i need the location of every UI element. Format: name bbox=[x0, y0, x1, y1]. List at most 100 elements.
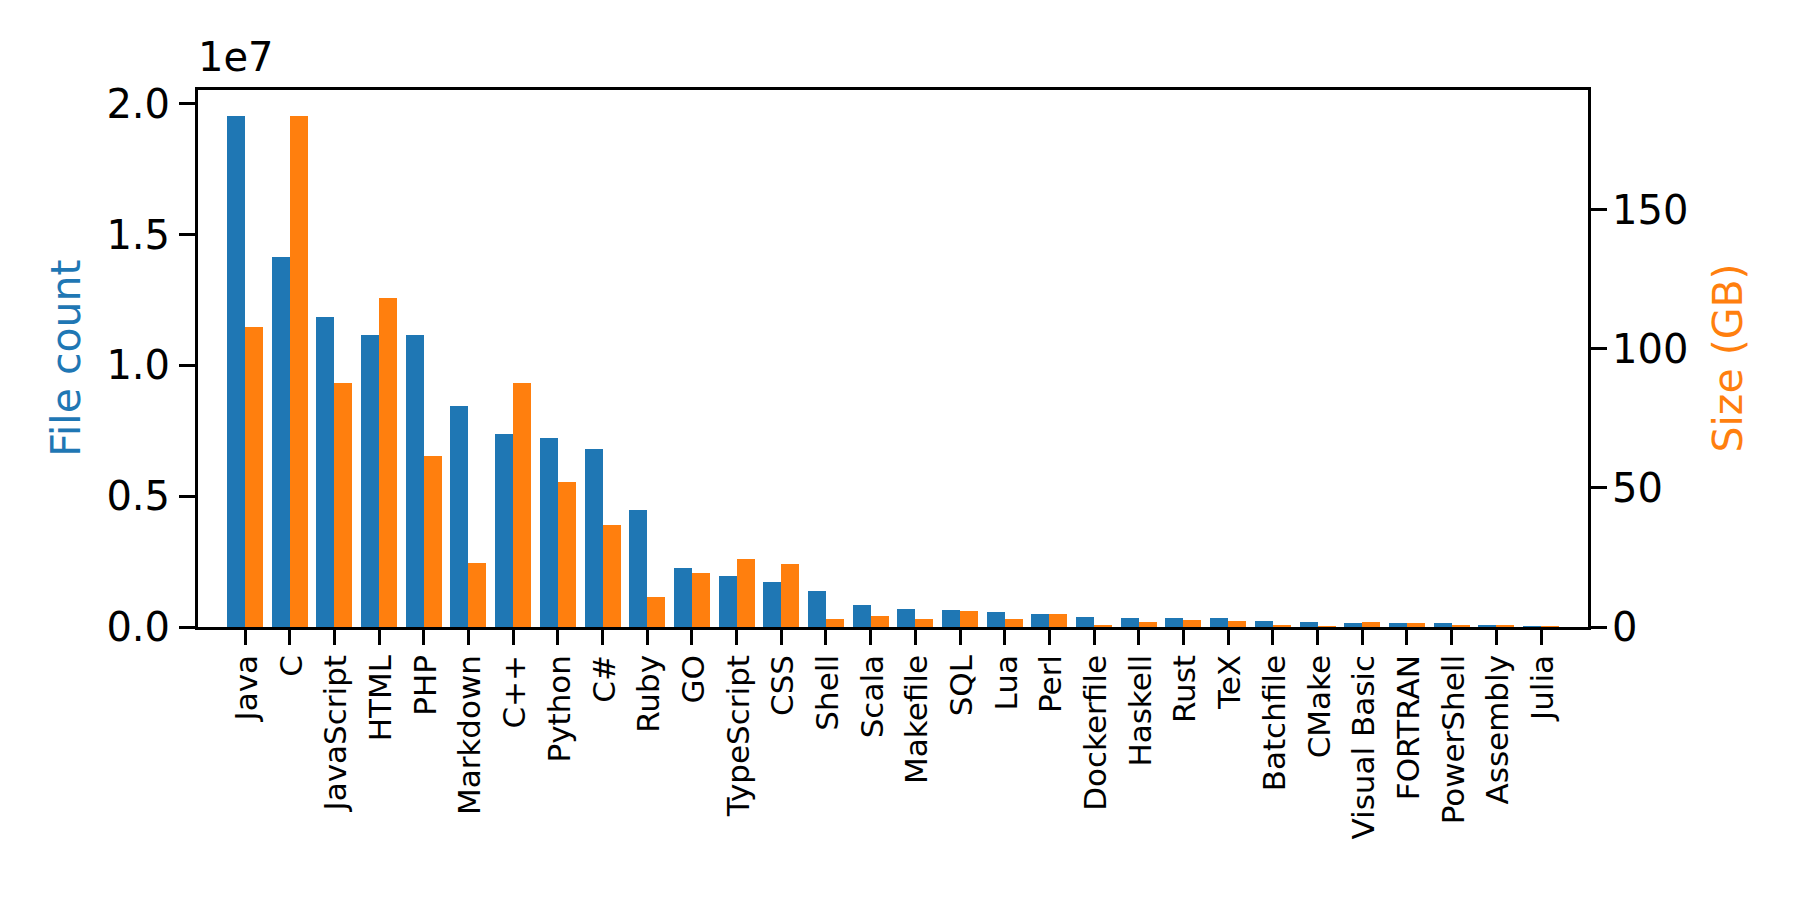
x-axis-tick bbox=[1048, 630, 1051, 645]
bar-size-gb-perl bbox=[1049, 614, 1067, 627]
bar-size-gb-markdown bbox=[468, 563, 486, 627]
left-axis-tick-label: 2.0 bbox=[40, 80, 170, 128]
bar-size-gb-haskell bbox=[1139, 622, 1157, 627]
x-axis-tick-label-shell: Shell bbox=[811, 655, 843, 731]
x-axis-tick bbox=[422, 630, 425, 645]
left-axis-tick bbox=[179, 495, 195, 498]
x-axis-tick-label-python: Python bbox=[543, 655, 575, 762]
x-axis-tick bbox=[690, 630, 693, 645]
left-axis-offset-text: 1e7 bbox=[198, 36, 274, 78]
bar-size-gb-java bbox=[245, 327, 263, 627]
bar-size-gb-rust bbox=[1183, 620, 1201, 628]
bar-file-count-haskell bbox=[1121, 618, 1139, 627]
right-axis-tick bbox=[1591, 626, 1607, 629]
bar-file-count-powershell bbox=[1434, 623, 1452, 627]
bar-file-count-visual-basic bbox=[1344, 623, 1362, 627]
x-axis-tick bbox=[244, 630, 247, 645]
chart-figure: 1e7 File count Size (GB) 0.00.51.01.52.0… bbox=[0, 0, 1800, 900]
x-axis-tick bbox=[1271, 630, 1274, 645]
bar-file-count-css bbox=[763, 582, 781, 627]
bar-size-gb-python bbox=[558, 482, 576, 627]
x-axis-tick bbox=[735, 630, 738, 645]
left-axis-tick-label: 1.0 bbox=[40, 341, 170, 389]
x-axis-tick-label-cmake: CMake bbox=[1303, 655, 1335, 758]
x-axis-tick bbox=[556, 630, 559, 645]
bar-size-gb-sql bbox=[960, 611, 978, 627]
bar-size-gb-c bbox=[513, 383, 531, 627]
left-axis-tick-label: 0.5 bbox=[40, 472, 170, 520]
bar-size-gb-c bbox=[603, 525, 621, 628]
plot-area bbox=[195, 87, 1591, 630]
x-axis-tick-label-julia: Julia bbox=[1526, 655, 1558, 720]
right-axis-tick-label: 0 bbox=[1612, 603, 1772, 651]
right-axis-tick-label: 50 bbox=[1612, 464, 1772, 512]
x-axis-tick-label-typescript: TypeScript bbox=[722, 655, 754, 816]
bar-file-count-html bbox=[361, 335, 379, 628]
x-axis-tick-label-html: HTML bbox=[364, 655, 396, 741]
bar-file-count-cmake bbox=[1300, 622, 1318, 627]
bar-file-count-sql bbox=[942, 610, 960, 627]
x-axis-tick-label-go: GO bbox=[677, 655, 709, 703]
bar-size-gb-julia bbox=[1541, 626, 1559, 627]
bar-file-count-tex bbox=[1210, 618, 1228, 627]
bar-file-count-shell bbox=[808, 591, 826, 627]
bar-file-count-c bbox=[585, 449, 603, 627]
left-axis-tick-label: 0.0 bbox=[40, 603, 170, 651]
x-axis-tick bbox=[1361, 630, 1364, 645]
bar-size-gb-powershell bbox=[1452, 625, 1470, 627]
bar-file-count-rust bbox=[1165, 618, 1183, 627]
x-axis-tick bbox=[1540, 630, 1543, 645]
bar-file-count-typescript bbox=[719, 576, 737, 627]
bar-size-gb-html bbox=[379, 298, 397, 627]
right-axis-tick-label: 100 bbox=[1612, 325, 1772, 373]
x-axis-tick-label-dockerfile: Dockerfile bbox=[1079, 655, 1111, 811]
bar-file-count-markdown bbox=[450, 406, 468, 628]
left-axis-tick bbox=[179, 364, 195, 367]
x-axis-tick bbox=[1450, 630, 1453, 645]
x-axis-tick bbox=[512, 630, 515, 645]
x-axis-tick bbox=[1227, 630, 1230, 645]
bar-size-gb-lua bbox=[1005, 619, 1023, 627]
bar-file-count-makefile bbox=[897, 609, 915, 627]
x-axis-tick-label-c: C# bbox=[588, 655, 620, 703]
x-axis-tick bbox=[869, 630, 872, 645]
bar-size-gb-javascript bbox=[334, 383, 352, 627]
x-axis-tick-label-sql: SQL bbox=[945, 655, 977, 716]
x-axis-tick-label-rust: Rust bbox=[1168, 655, 1200, 723]
x-axis-tick-label-c: C bbox=[275, 655, 307, 677]
x-axis-tick-label-ruby: Ruby bbox=[632, 655, 664, 733]
bar-file-count-go bbox=[674, 568, 692, 627]
bar-file-count-julia bbox=[1523, 626, 1541, 628]
bar-file-count-php bbox=[406, 335, 424, 627]
left-axis-tick bbox=[179, 626, 195, 629]
x-axis-tick bbox=[1316, 630, 1319, 645]
bar-file-count-c bbox=[272, 257, 290, 627]
bar-size-gb-tex bbox=[1228, 621, 1246, 627]
x-axis-tick-label-batchfile: Batchfile bbox=[1258, 655, 1290, 791]
bar-file-count-dockerfile bbox=[1076, 617, 1094, 627]
bar-size-gb-scala bbox=[871, 616, 889, 627]
bar-size-gb-makefile bbox=[915, 619, 933, 627]
bar-file-count-fortran bbox=[1389, 623, 1407, 627]
left-axis-tick bbox=[179, 233, 195, 236]
bar-size-gb-dockerfile bbox=[1094, 625, 1112, 627]
left-axis-tick bbox=[179, 102, 195, 105]
x-axis-tick-label-makefile: Makefile bbox=[900, 655, 932, 784]
x-axis-tick bbox=[467, 630, 470, 645]
x-axis-tick bbox=[824, 630, 827, 645]
bar-size-gb-css bbox=[781, 564, 799, 627]
x-axis-tick bbox=[1405, 630, 1408, 645]
bar-size-gb-php bbox=[424, 456, 442, 627]
x-axis-tick bbox=[288, 630, 291, 645]
x-axis-tick-label-lua: Lua bbox=[990, 655, 1022, 710]
right-axis-tick-label: 150 bbox=[1612, 186, 1772, 234]
x-axis-tick bbox=[780, 630, 783, 645]
x-axis-tick-label-assembly: Assembly bbox=[1481, 655, 1513, 804]
x-axis-tick-label-visual-basic: Visual Basic bbox=[1347, 655, 1379, 839]
x-axis-tick-label-fortran: FORTRAN bbox=[1392, 655, 1424, 800]
x-axis-tick-label-perl: Perl bbox=[1034, 655, 1066, 713]
x-axis-tick bbox=[1137, 630, 1140, 645]
x-axis-tick-label-php: PHP bbox=[409, 655, 441, 716]
bar-file-count-c bbox=[495, 434, 513, 627]
bar-size-gb-cmake bbox=[1318, 626, 1336, 628]
